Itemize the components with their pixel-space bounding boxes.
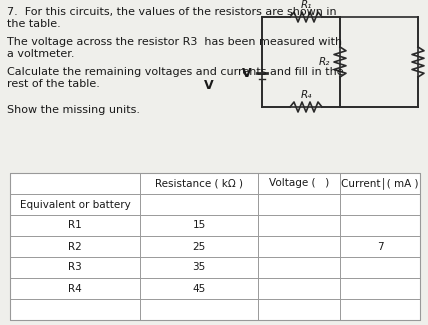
Bar	[10, 173, 420, 320]
Text: a voltmeter.: a voltmeter.	[7, 49, 74, 59]
Text: Show the missing units.: Show the missing units.	[7, 105, 140, 115]
Text: Equivalent or battery: Equivalent or battery	[20, 200, 131, 210]
Text: V: V	[204, 79, 214, 92]
Text: 45: 45	[192, 283, 205, 293]
Text: R2: R2	[68, 241, 82, 252]
Text: rest of the table.: rest of the table.	[7, 79, 100, 89]
Text: R₂: R₂	[318, 57, 330, 67]
Text: R₄: R₄	[300, 90, 312, 100]
Text: R3: R3	[68, 263, 82, 272]
Text: Calculate the remaining voltages and currents and fill in the: Calculate the remaining voltages and cur…	[7, 67, 344, 77]
Text: 25: 25	[192, 241, 205, 252]
Text: Voltage (   ): Voltage ( )	[269, 178, 329, 188]
Text: the table.: the table.	[7, 19, 61, 29]
Text: R4: R4	[68, 283, 82, 293]
Text: Resistance ( kΩ ): Resistance ( kΩ )	[155, 178, 243, 188]
Text: 15: 15	[192, 220, 205, 230]
Text: R₁: R₁	[300, 0, 312, 10]
Text: V: V	[242, 67, 252, 80]
Text: 35: 35	[192, 263, 205, 272]
Text: R1: R1	[68, 220, 82, 230]
Text: 7: 7	[377, 241, 383, 252]
Text: 7.  For this circuits, the values of the resistors are shown in: 7. For this circuits, the values of the …	[7, 7, 337, 17]
Text: The voltage across the resistor R3  has been measured with: The voltage across the resistor R3 has b…	[7, 37, 342, 47]
Text: Current│( mA ): Current│( mA )	[341, 177, 419, 189]
